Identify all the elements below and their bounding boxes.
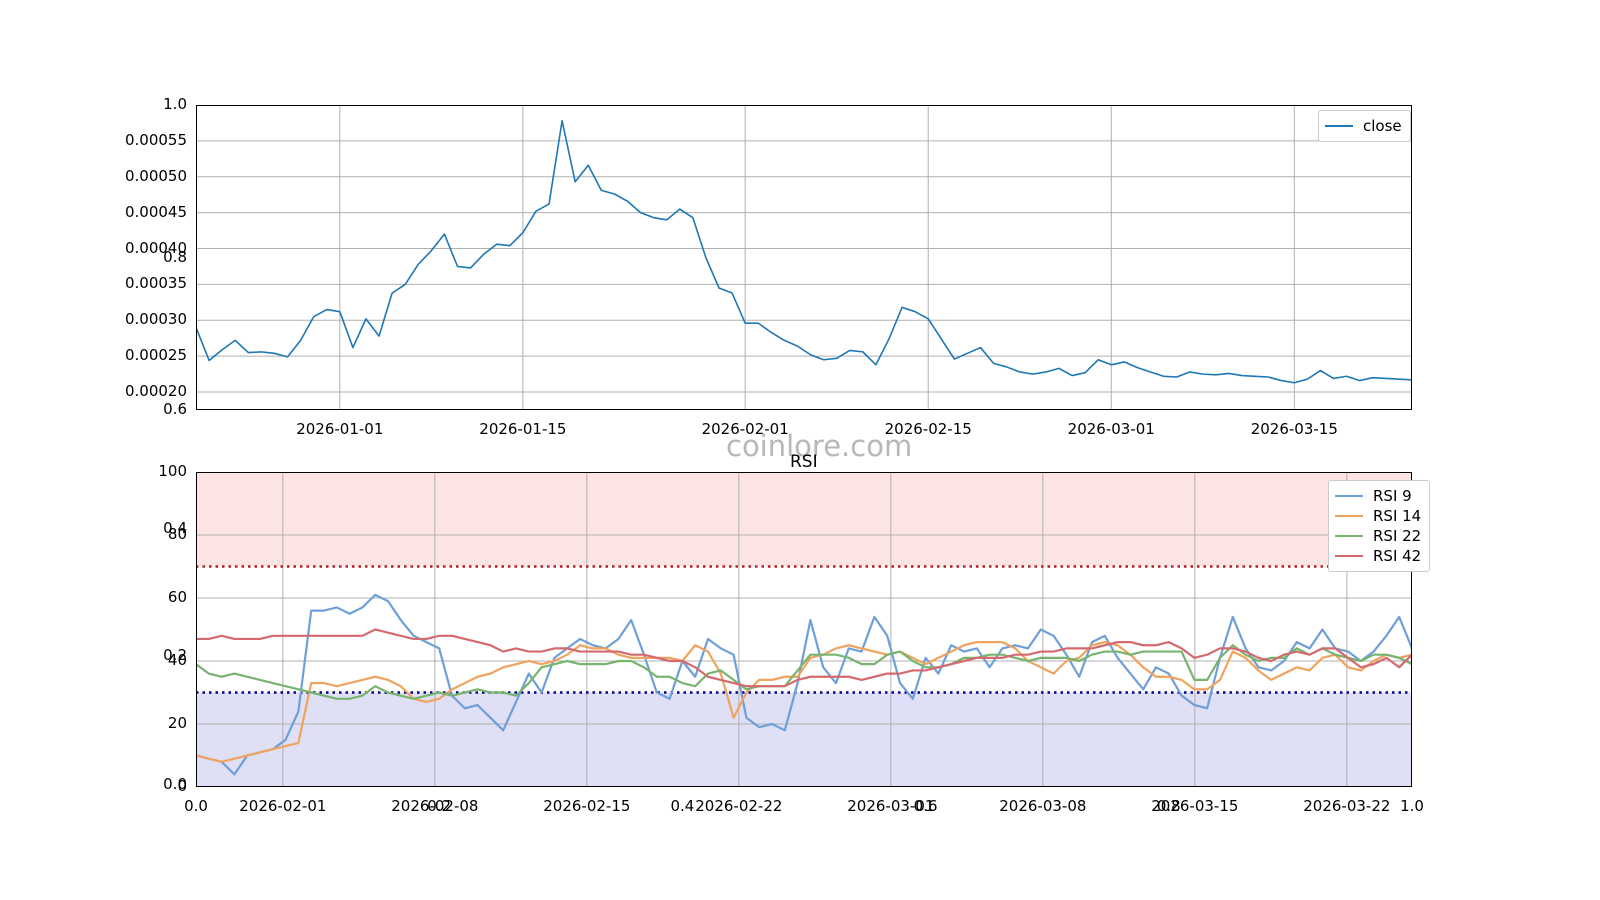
rsi-x-overlay-tick-1: 0.2 <box>427 797 452 815</box>
price-y-tick-7: 0.00020 <box>124 382 187 401</box>
price-y-tick-2: 0.00045 <box>124 202 187 221</box>
rsi-x-tick-1: 2026-02-08 <box>391 797 479 815</box>
rsi-y-tick-4: 20 <box>167 714 187 732</box>
price-y-tick-0: 0.00055 <box>124 130 187 149</box>
rsi-x-overlay-tick-0: 0.0 <box>184 797 208 815</box>
price-legend-label: close <box>1363 117 1402 135</box>
price-plot-svg <box>196 105 1412 410</box>
rsi-legend-label: RSI 22 <box>1373 527 1422 545</box>
rsi-legend-item[interactable]: RSI 42 <box>1335 546 1421 566</box>
rsi-y-overlay-tick-0: 0.4 <box>163 518 187 537</box>
price-y-tick-1: 0.00050 <box>124 166 187 185</box>
rsi-legend-label: RSI 9 <box>1373 487 1412 505</box>
rsi-y-tick-3: 40 <box>167 651 187 669</box>
rsi-legend-label: RSI 42 <box>1373 547 1422 565</box>
price-y-tick-4: 0.00035 <box>124 274 187 293</box>
rsi-x-tick-5: 2026-03-08 <box>999 797 1087 815</box>
price-x-tick-1: 2026-01-15 <box>479 420 567 438</box>
price-x-tick-0: 2026-01-01 <box>296 420 384 438</box>
rsi-chart-panel <box>196 472 1412 787</box>
rsi-x-tick-0: 2026-02-01 <box>239 797 327 815</box>
rsi-y-tick-1: 80 <box>167 525 187 543</box>
legend-line-swatch-rsi-22 <box>1335 535 1363 537</box>
legend-line-swatch-rsi-9 <box>1335 495 1363 497</box>
price-x-tick-3: 2026-02-15 <box>884 420 972 438</box>
rsi-x-overlay-tick-2: 0.4 <box>670 797 695 815</box>
rsi-legend-label: RSI 14 <box>1373 507 1422 525</box>
rsi-x-tick-6: 2026-03-15 <box>1151 797 1239 815</box>
rsi-legend[interactable]: RSI 9 RSI 14 RSI 22 RSI 42 <box>1328 480 1431 572</box>
rsi-x-tick-4: 2026-03-01 <box>847 797 935 815</box>
legend-line-swatch-rsi-14 <box>1335 515 1363 517</box>
legend-line-swatch-rsi-42 <box>1335 555 1363 557</box>
rsi-x-overlay-tick-3: 0.6 <box>913 797 938 815</box>
price-x-tick-2: 2026-02-01 <box>701 420 789 438</box>
price-y-overlay-tick-1: 0.8 <box>163 247 187 266</box>
price-x-tick-4: 2026-03-01 <box>1067 420 1155 438</box>
rsi-y-overlay-tick-1: 0.2 <box>163 646 187 665</box>
rsi-x-overlay-tick-4: 0.8 <box>1156 797 1181 815</box>
rsi-y-overlay-tick-2: 0.0 <box>163 775 187 794</box>
rsi-x-tick-3: 2026-02-22 <box>695 797 783 815</box>
rsi-legend-item[interactable]: RSI 22 <box>1335 526 1421 546</box>
rsi-plot-svg <box>196 472 1412 787</box>
rsi-panel-title: RSI <box>790 452 818 472</box>
price-chart-panel <box>196 105 1412 410</box>
price-y-overlay-tick-0: 1.0 <box>163 95 187 113</box>
price-legend-item[interactable]: close <box>1325 116 1402 136</box>
legend-line-swatch-close <box>1325 125 1353 127</box>
rsi-y-tick-5: 0 <box>177 777 187 795</box>
watermark: coinlore.com <box>726 429 913 463</box>
rsi-x-overlay-tick-5: 1.0 <box>1400 797 1424 815</box>
price-y-tick-6: 0.00025 <box>124 346 187 365</box>
rsi-y-tick-0: 100 <box>158 462 187 480</box>
rsi-x-tick-7: 2026-03-22 <box>1303 797 1391 815</box>
price-y-overlay-tick-2: 0.6 <box>163 400 187 418</box>
price-legend[interactable]: close <box>1318 110 1411 142</box>
price-x-tick-5: 2026-03-15 <box>1250 420 1338 438</box>
rsi-x-tick-2: 2026-02-15 <box>543 797 631 815</box>
rsi-legend-item[interactable]: RSI 14 <box>1335 506 1421 526</box>
rsi-legend-item[interactable]: RSI 9 <box>1335 486 1421 506</box>
price-y-tick-5: 0.00030 <box>124 310 187 329</box>
price-y-tick-3: 0.00040 <box>124 238 187 257</box>
rsi-y-tick-2: 60 <box>167 588 187 606</box>
